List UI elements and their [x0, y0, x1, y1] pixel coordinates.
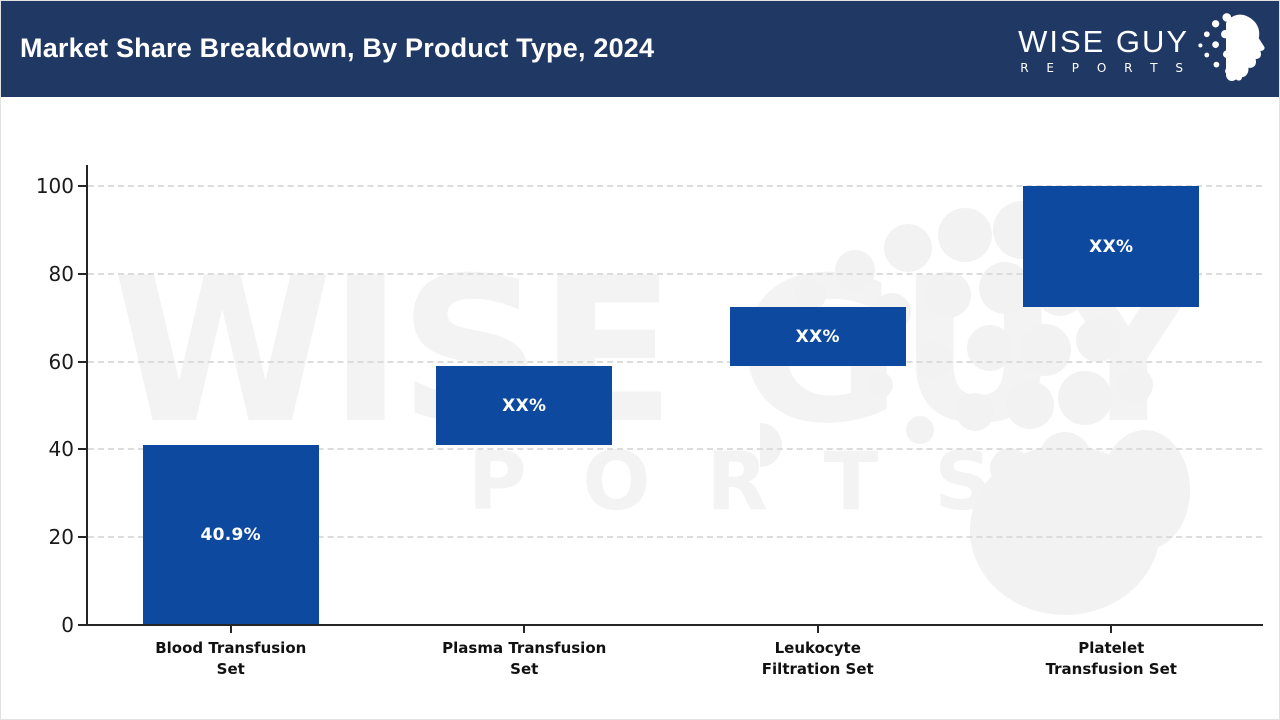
header-bar: Market Share Breakdown, By Product Type,…	[0, 0, 1280, 97]
x-tick-mark	[816, 626, 819, 633]
x-category-label-line: Platelet	[1078, 639, 1145, 657]
face-profile-icon	[1194, 7, 1266, 91]
x-category-label-line: Plasma Transfusion	[442, 639, 607, 657]
gridline-y80	[88, 272, 1262, 275]
y-tick-mark	[78, 360, 86, 363]
x-category-label-line: Set	[216, 660, 245, 678]
gridline-y40	[88, 448, 1262, 451]
x-tick-mark	[523, 626, 526, 633]
x-category-label: Platelet Transfusion Set	[981, 638, 1241, 680]
y-tick-label: 100	[35, 174, 74, 198]
bar-value-label: XX%	[795, 326, 840, 347]
x-category-label-line: Transfusion Set	[1045, 660, 1177, 678]
x-tick-mark	[229, 626, 232, 633]
gridline-y100	[88, 185, 1262, 187]
waterfall-bar-1: 40.9%	[142, 445, 319, 625]
y-tick-mark	[78, 624, 86, 626]
x-category-label-line: Filtration Set	[761, 660, 874, 678]
y-tick-label: 60	[48, 349, 74, 374]
brand-logo-text: WISE GUY R E P O R T S	[1017, 24, 1190, 75]
x-category-label: Plasma Transfusion Set	[394, 638, 654, 680]
waterfall-bar-3: XX%	[729, 307, 906, 366]
y-axis-line	[86, 165, 88, 626]
bar-value-label: 40.9%	[200, 525, 261, 546]
x-category-label-line: Blood Transfusion	[155, 639, 307, 657]
y-tick-label: 20	[48, 525, 74, 550]
brand-logo: WISE GUY R E P O R T S	[1017, 6, 1266, 92]
y-tick-label: 40	[48, 437, 74, 462]
gridline-y20	[88, 536, 1262, 539]
x-category-label: Blood Transfusion Set	[101, 638, 361, 680]
y-tick-label: 80	[48, 261, 74, 286]
bar-value-label: XX%	[502, 395, 547, 416]
y-tick-mark	[78, 272, 86, 275]
x-category-label-line: Set	[510, 660, 539, 678]
bar-value-label: XX%	[1089, 236, 1134, 257]
brand-name: WISE GUY	[1018, 23, 1190, 59]
y-tick-mark	[78, 185, 86, 187]
waterfall-bar-2: XX%	[436, 365, 613, 446]
x-tick-mark	[1110, 626, 1113, 633]
x-axis-line	[86, 624, 1263, 626]
y-tick-mark	[78, 448, 86, 451]
waterfall-bar-4: XX%	[1023, 186, 1200, 308]
x-category-label: Leukocyte Filtration Set	[688, 638, 948, 680]
y-tick-label: 0	[61, 613, 74, 637]
page-title: Market Share Breakdown, By Product Type,…	[20, 33, 655, 63]
y-tick-mark	[78, 536, 86, 539]
x-category-label-line: Leukocyte	[774, 639, 861, 657]
gridline-y60	[88, 360, 1262, 363]
brand-subtitle: R E P O R T S	[1020, 60, 1190, 75]
